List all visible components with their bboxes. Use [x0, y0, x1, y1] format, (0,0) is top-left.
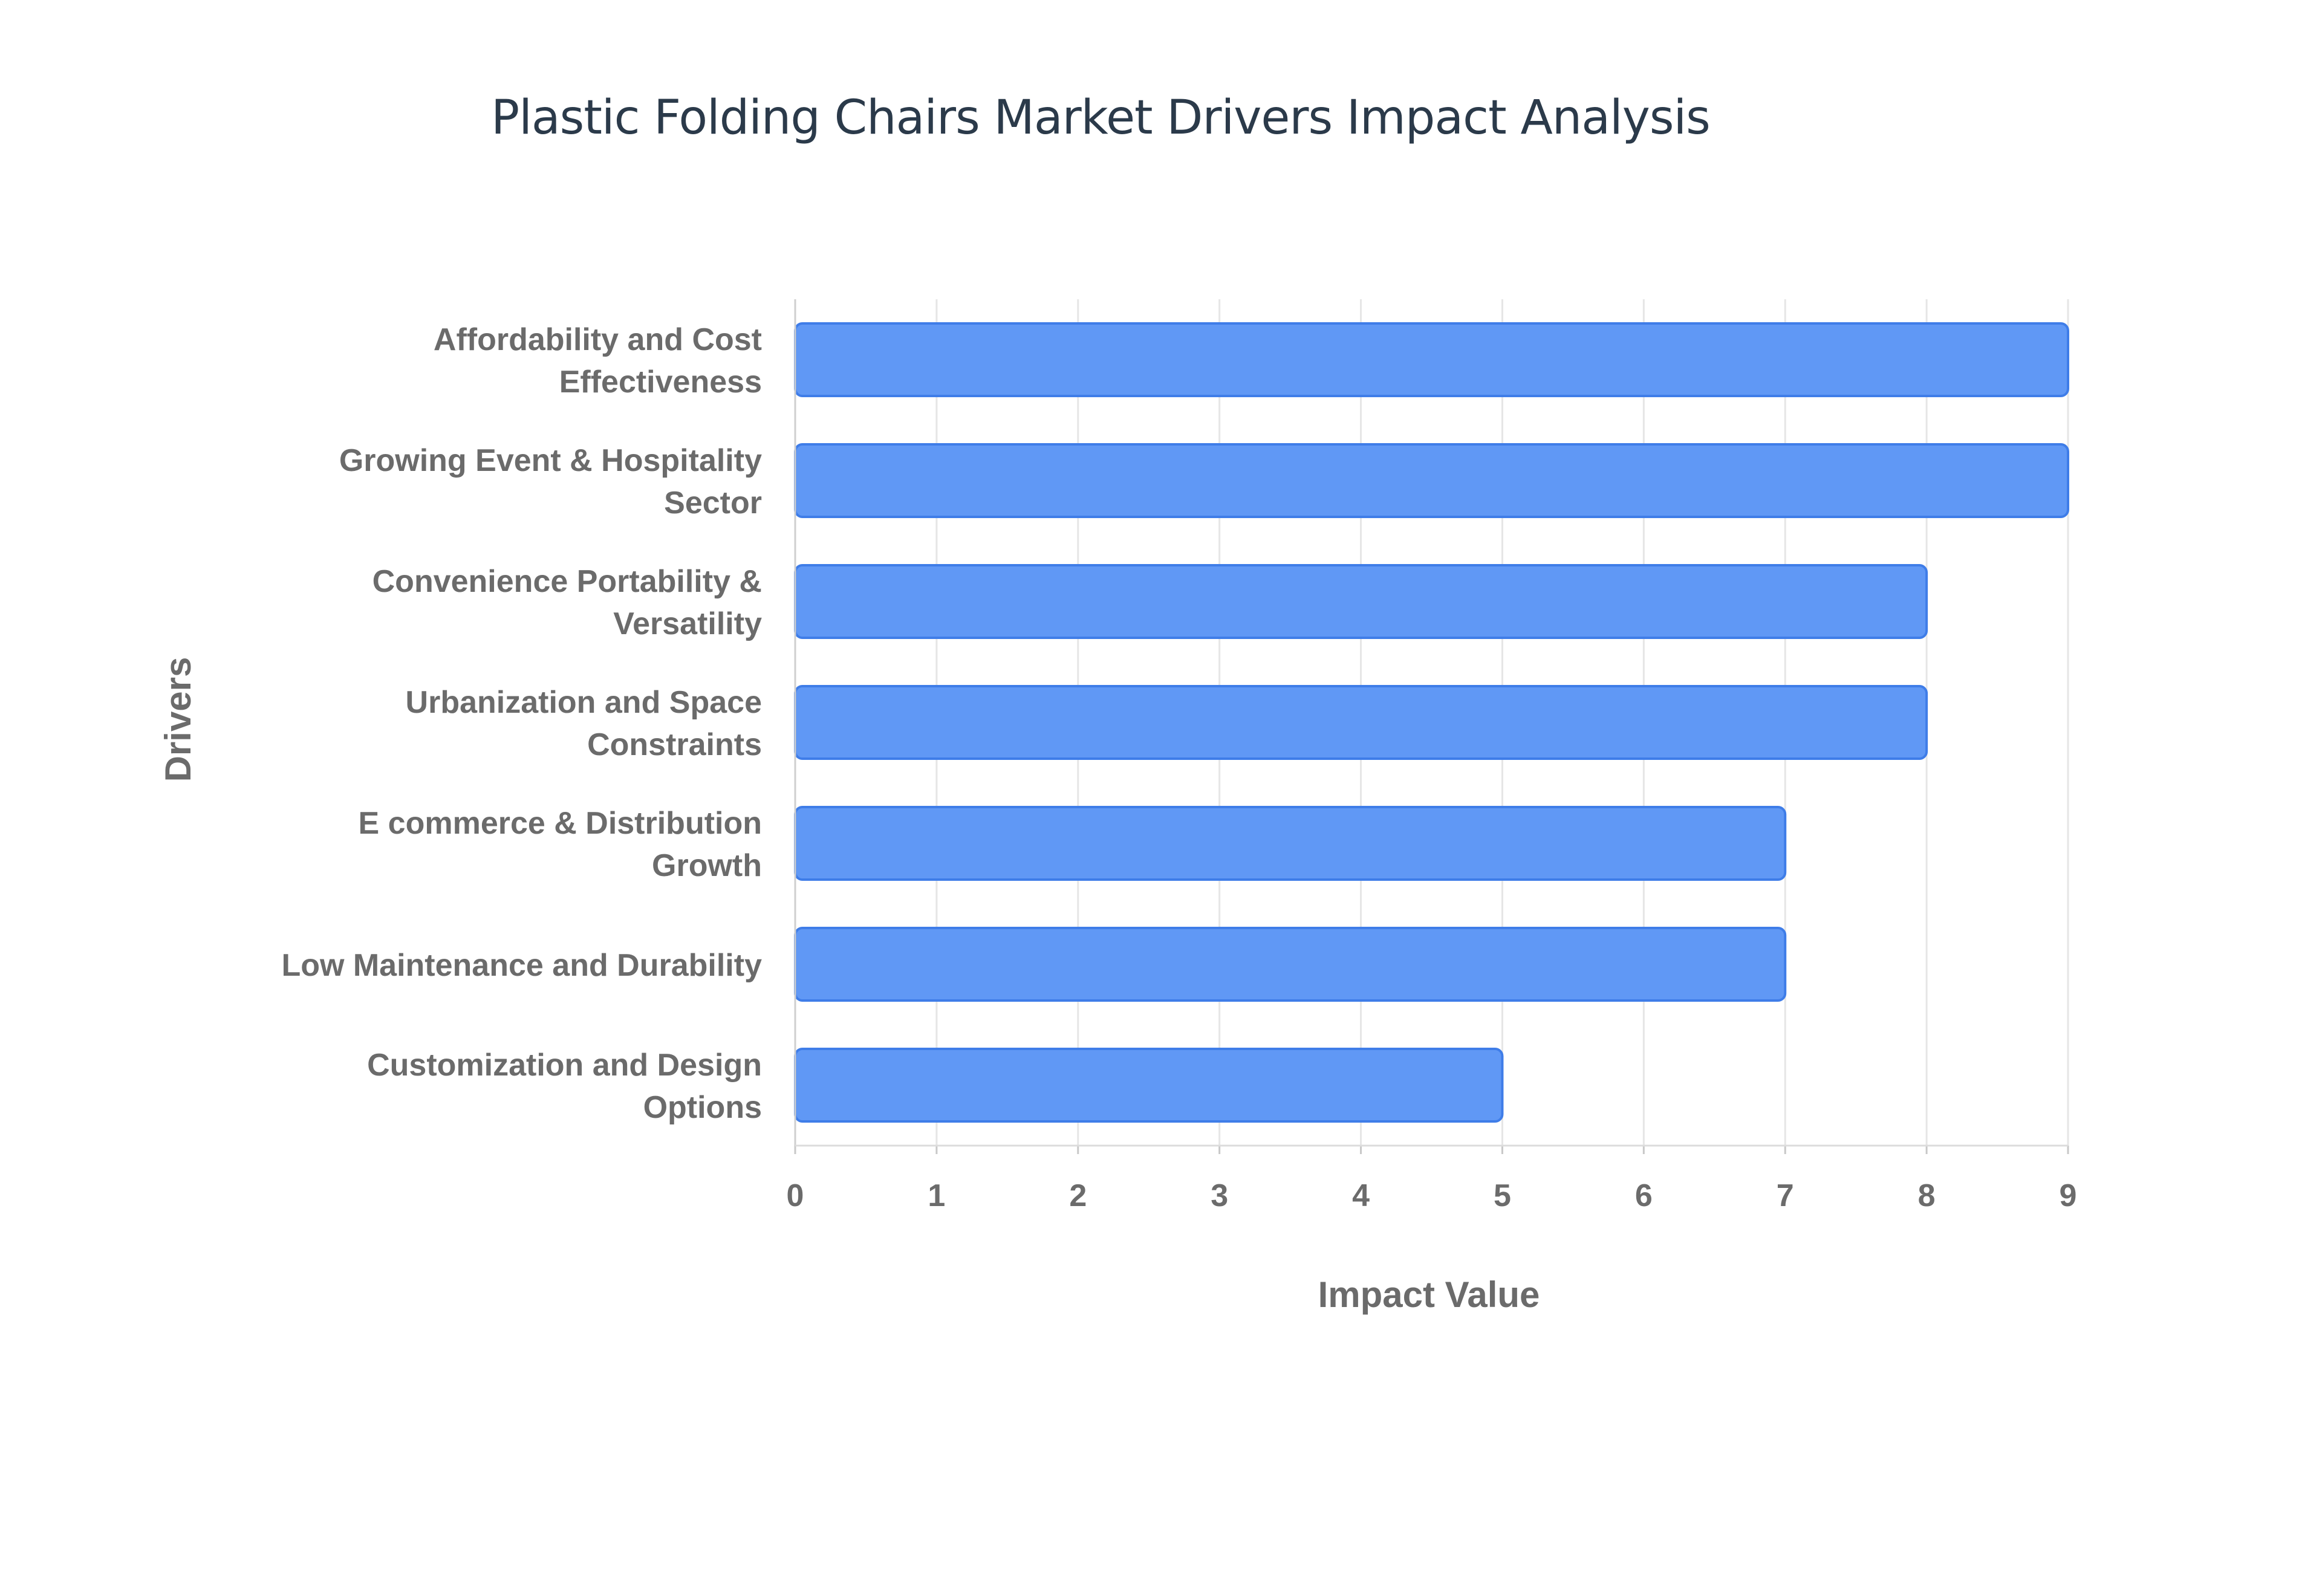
category-label: Convenience Portability & Versatility — [372, 564, 762, 641]
x-tick-label: 2 — [1069, 1178, 1087, 1213]
category-labels: Affordability and Cost Effectiveness Growi… — [281, 322, 762, 1125]
x-tick-label: 8 — [1918, 1178, 1936, 1213]
category-label-line: Customization and Design — [367, 1048, 762, 1083]
category-label: Affordability and Cost Effectiveness — [434, 322, 762, 400]
y-axis-title: Drivers — [158, 657, 198, 782]
x-axis-title: Impact Value — [1318, 1274, 1540, 1315]
bar — [794, 564, 1928, 639]
x-tick-label: 3 — [1211, 1178, 1228, 1213]
x-tick-labels: 0 1 2 3 4 5 6 7 8 9 — [787, 1178, 2077, 1213]
bar — [794, 322, 2069, 397]
category-label-line: Versatility — [613, 606, 762, 641]
chart-title: Plastic Folding Chairs Market Drivers Im… — [491, 91, 1711, 145]
x-tick-label: 9 — [2060, 1178, 2077, 1213]
x-tick-label: 5 — [1494, 1178, 1511, 1213]
category-label-line: Growth — [652, 848, 762, 883]
bar — [794, 806, 1787, 881]
x-tick-label: 0 — [787, 1178, 804, 1213]
x-tick-label: 6 — [1635, 1178, 1653, 1213]
category-label: Urbanization and Space Constraints — [406, 685, 762, 762]
category-label-line: Options — [643, 1090, 762, 1125]
category-label-line: Effectiveness — [559, 365, 762, 400]
category-label-line: Urbanization and Space — [406, 685, 762, 720]
category-label-line: Convenience Portability & — [372, 564, 762, 599]
category-label: Low Maintenance and Durability — [281, 948, 762, 983]
category-label-line: Low Maintenance and Durability — [281, 948, 762, 983]
category-label: Customization and Design Options — [367, 1048, 762, 1125]
x-tick-label: 1 — [928, 1178, 945, 1213]
bar — [794, 927, 1787, 1002]
category-label: E commerce & Distribution Growth — [359, 806, 762, 883]
bar — [794, 685, 1928, 760]
bar — [794, 443, 2069, 518]
bar-series — [794, 322, 2069, 1123]
category-label: Growing Event & Hospitality Sector — [339, 443, 762, 521]
x-tick-label: 7 — [1777, 1178, 1794, 1213]
category-label-line: Affordability and Cost — [434, 322, 762, 357]
category-label-line: Growing Event & Hospitality — [339, 443, 762, 478]
axes — [794, 299, 2069, 1154]
category-label-line: Sector — [664, 485, 762, 521]
x-tick-label: 4 — [1352, 1178, 1370, 1213]
category-label-line: Constraints — [587, 727, 762, 762]
bar — [794, 1048, 1504, 1123]
category-label-line: E commerce & Distribution — [359, 806, 762, 841]
